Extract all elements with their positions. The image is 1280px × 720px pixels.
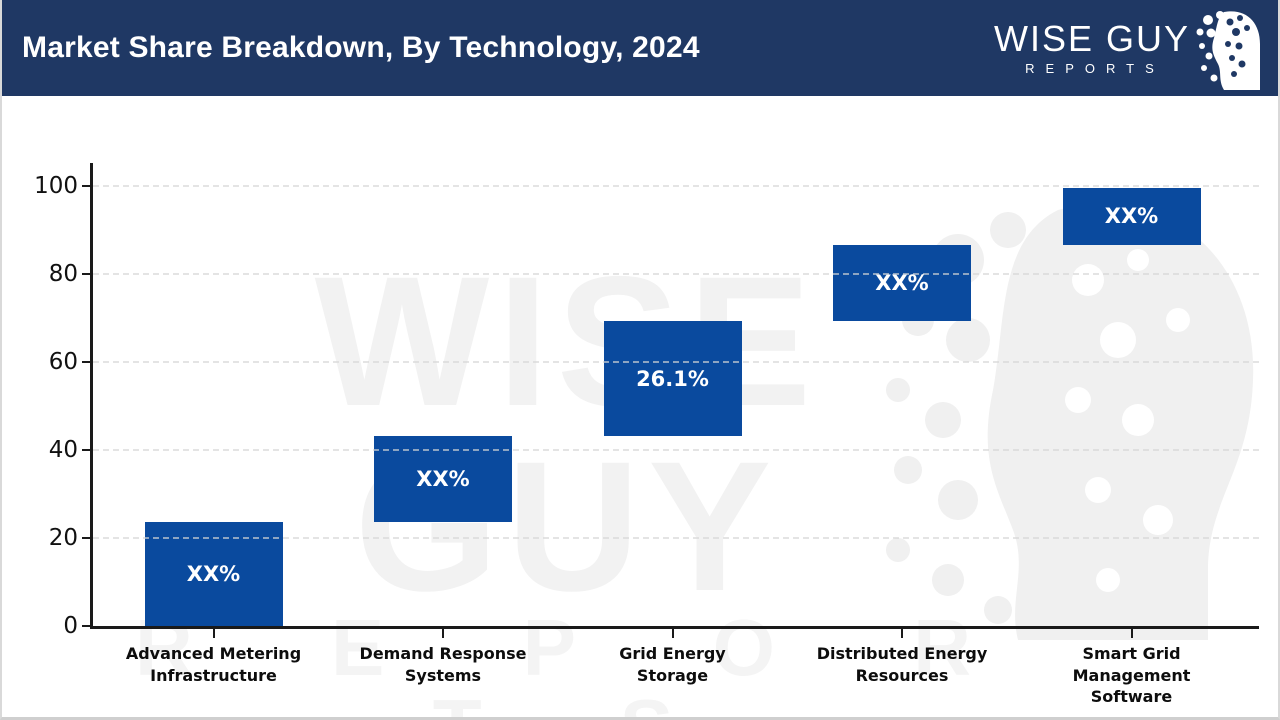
gridline	[93, 537, 1259, 539]
bar-value-label: XX%	[416, 467, 470, 492]
bar-value-label: XX%	[186, 562, 241, 587]
page-title: Market Share Breakdown, By Technology, 2…	[22, 31, 700, 64]
brand-name: WISE GUY	[993, 18, 1190, 59]
x-category-label-line: Grid Energy	[619, 644, 726, 663]
x-category-label-line: Systems	[404, 665, 482, 685]
y-tick-label: 40	[48, 437, 78, 463]
x-category-label-line: Demand Response	[359, 644, 527, 663]
gridline	[93, 273, 1259, 275]
y-tick-label: 60	[48, 349, 78, 375]
brand-logo-text: WISE GUY REPORTS	[993, 18, 1190, 76]
x-category-label: Distributed Energy Resources	[787, 643, 1017, 686]
x-tick-mark	[901, 629, 903, 638]
x-category-label: Smart Grid Management Software	[1017, 643, 1247, 708]
y-tick-mark	[82, 361, 90, 363]
head-profile-icon	[1196, 11, 1260, 90]
y-tick-mark	[82, 273, 90, 275]
bar-segment	[603, 321, 742, 436]
x-axis-line	[90, 626, 1259, 629]
x-tick-mark	[442, 629, 444, 638]
x-tick-mark	[671, 629, 674, 638]
x-category-label: Advanced Metering Infrastructure	[99, 643, 329, 686]
bar-value-label: XX%	[875, 271, 929, 296]
x-category-label: Demand Response Systems	[328, 643, 558, 686]
gridline	[93, 361, 1259, 363]
x-category-label-line: Advanced Metering	[125, 644, 302, 663]
bar-value-label: 26.1%	[636, 366, 709, 391]
x-category-label-line: Smart Grid	[1082, 644, 1181, 663]
x-category-label: Grid Energy Storage	[558, 643, 788, 686]
x-tick-mark	[212, 629, 215, 638]
brand-subname: REPORTS	[1025, 61, 1165, 76]
x-category-label-line: Distributed Energy	[816, 644, 988, 663]
y-tick-label: 0	[63, 613, 78, 639]
gridline	[93, 449, 1259, 451]
x-category-label-line: Infrastructure	[150, 665, 277, 685]
header-band: Market Share Breakdown, By Technology, 2…	[2, 0, 1278, 96]
x-category-label-line: Software	[1090, 687, 1173, 707]
brand-logo: WISE GUY REPORTS	[994, 6, 1260, 90]
x-category-label-line: Management	[1072, 665, 1191, 685]
x-tick-mark	[1130, 629, 1133, 638]
y-tick-mark	[82, 625, 90, 627]
y-axis-line	[90, 163, 93, 629]
y-tick-mark	[82, 449, 90, 451]
y-tick-mark	[82, 185, 90, 187]
gridline	[93, 185, 1259, 187]
x-category-label-line: Storage	[636, 665, 709, 685]
plot-area: 0 20 40 60 80 100 XX% Advanced Metering Infrastr…	[2, 96, 1278, 717]
y-tick-label: 80	[48, 261, 78, 287]
y-tick-label: 100	[34, 173, 78, 199]
x-category-label-line: Resources	[855, 665, 949, 685]
bar-segment	[144, 522, 283, 626]
y-tick-label: 20	[48, 525, 78, 551]
bar-value-label: XX%	[1104, 204, 1159, 229]
y-tick-mark	[82, 537, 90, 539]
